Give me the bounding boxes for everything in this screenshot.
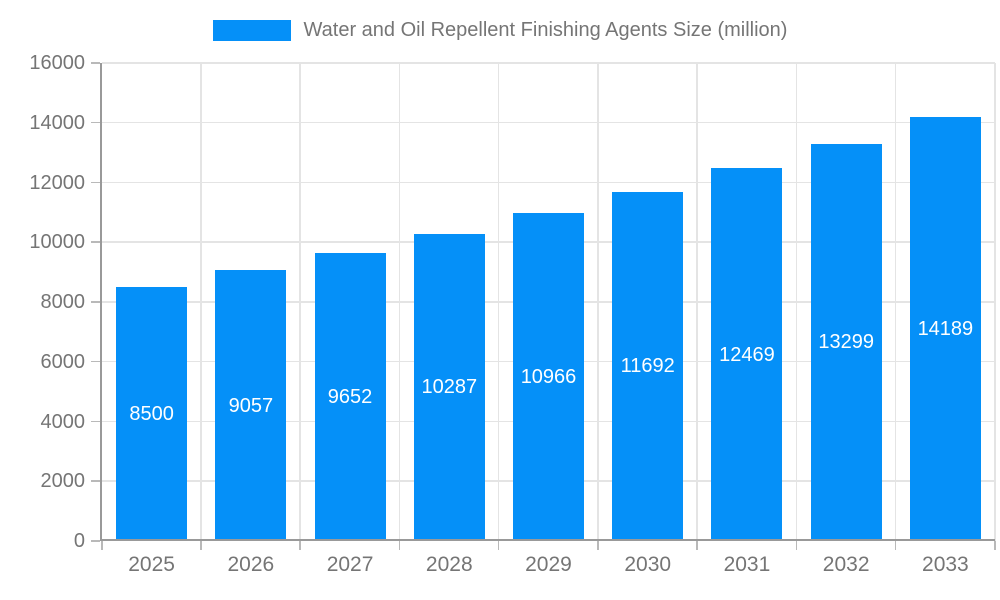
bar xyxy=(810,143,882,541)
x-axis-label: 2028 xyxy=(425,553,473,576)
bar-value-label: 14189 xyxy=(917,318,974,341)
bar-value-label: 12469 xyxy=(719,343,775,366)
x-axis-tick xyxy=(497,541,500,550)
y-axis-label: 10000 xyxy=(29,231,85,254)
bar-value-label: 9652 xyxy=(327,385,373,408)
bar-value-label: 11692 xyxy=(620,355,675,378)
gridline-vertical xyxy=(299,63,301,541)
x-axis-tick xyxy=(398,541,401,550)
x-axis-tick xyxy=(696,541,698,550)
x-axis-tick xyxy=(101,541,103,550)
x-axis-label: 2032 xyxy=(822,553,870,576)
x-axis-tick xyxy=(200,541,202,550)
y-axis-tick xyxy=(91,540,100,542)
gridline-vertical xyxy=(696,63,698,541)
y-axis-tick xyxy=(91,480,100,482)
bar-value-label: 10966 xyxy=(520,366,577,389)
x-axis-line xyxy=(100,539,995,541)
bar xyxy=(513,213,584,541)
legend-label: Water and Oil Repellent Finishing Agents… xyxy=(303,19,788,41)
bar-value-label: 8500 xyxy=(129,403,174,426)
gridline-horizontal xyxy=(102,121,995,124)
y-axis-label: 6000 xyxy=(40,350,86,373)
y-axis-label: 2000 xyxy=(40,470,86,493)
y-axis-line xyxy=(100,63,102,541)
x-axis-tick xyxy=(299,541,301,550)
y-axis-tick xyxy=(91,420,100,422)
x-axis-tick xyxy=(795,541,798,550)
gridline-vertical xyxy=(994,63,996,541)
bar xyxy=(116,287,188,541)
x-axis-tick xyxy=(894,541,897,550)
bar-value-label: 10287 xyxy=(421,376,478,399)
gridline-vertical xyxy=(200,63,202,541)
y-axis-label: 14000 xyxy=(29,111,85,134)
gridline-horizontal xyxy=(102,62,995,64)
gridline-vertical xyxy=(497,63,500,541)
x-axis-label: 2030 xyxy=(624,553,672,576)
legend-swatch-icon[interactable] xyxy=(212,20,291,41)
y-axis-tick xyxy=(91,181,100,183)
bar xyxy=(612,191,684,541)
y-axis-label: 4000 xyxy=(40,410,86,433)
x-axis-label: 2031 xyxy=(723,553,771,576)
bar xyxy=(413,233,485,541)
gridline-vertical xyxy=(597,63,599,541)
bar-value-label: 9057 xyxy=(228,394,274,417)
x-axis-label: 2027 xyxy=(326,553,374,576)
x-axis-label: 2029 xyxy=(525,553,572,576)
x-axis-label: 2026 xyxy=(227,553,275,576)
bar xyxy=(314,252,386,541)
y-axis-tick xyxy=(91,121,100,124)
y-axis-tick xyxy=(91,62,100,64)
gridline-horizontal xyxy=(102,181,995,183)
x-axis-tick xyxy=(994,541,996,550)
x-axis-tick xyxy=(597,541,599,550)
y-axis-label: 0 xyxy=(73,530,85,552)
x-axis-label: 2025 xyxy=(128,553,175,576)
y-axis-label: 16000 xyxy=(29,52,85,74)
x-axis-label: 2033 xyxy=(922,553,969,576)
bar-value-label: 13299 xyxy=(818,331,874,354)
y-axis-tick xyxy=(91,301,100,303)
y-axis-tick xyxy=(91,241,100,243)
gridline-vertical xyxy=(398,63,401,541)
bar xyxy=(215,270,287,541)
y-axis-label: 8000 xyxy=(40,291,86,313)
gridline-vertical xyxy=(795,63,798,541)
y-axis-label: 12000 xyxy=(29,171,85,194)
legend-item[interactable]: Water and Oil Repellent Finishing Agents… xyxy=(0,19,1000,42)
bar xyxy=(909,117,981,541)
y-axis-tick xyxy=(91,360,100,363)
gridline-vertical xyxy=(894,63,897,541)
bar xyxy=(711,168,783,541)
